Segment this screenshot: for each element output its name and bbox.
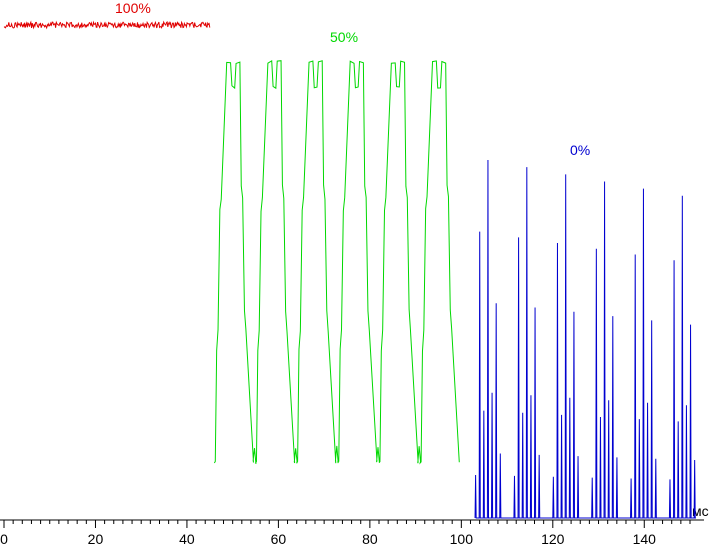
- green-trace: [214, 61, 459, 464]
- chart-container: 020406080100120140мс100%50%0%: [0, 0, 711, 559]
- red-trace: [4, 22, 210, 28]
- x-tick-label: 40: [179, 531, 195, 547]
- x-tick-label: 80: [362, 531, 378, 547]
- chart-svg: 020406080100120140мс100%50%0%: [0, 0, 711, 559]
- x-tick-label: 60: [271, 531, 287, 547]
- x-tick-label: 120: [541, 531, 565, 547]
- x-tick-label: 140: [633, 531, 657, 547]
- red-trace-label: 100%: [115, 0, 151, 16]
- green-trace-label: 50%: [330, 29, 358, 45]
- x-axis: 020406080100120140мс: [0, 503, 709, 547]
- x-tick-label: 20: [88, 531, 104, 547]
- x-tick-label: 100: [450, 531, 474, 547]
- blue-trace: [475, 160, 696, 518]
- blue-trace-label: 0%: [570, 142, 590, 158]
- x-tick-label: 0: [0, 531, 8, 547]
